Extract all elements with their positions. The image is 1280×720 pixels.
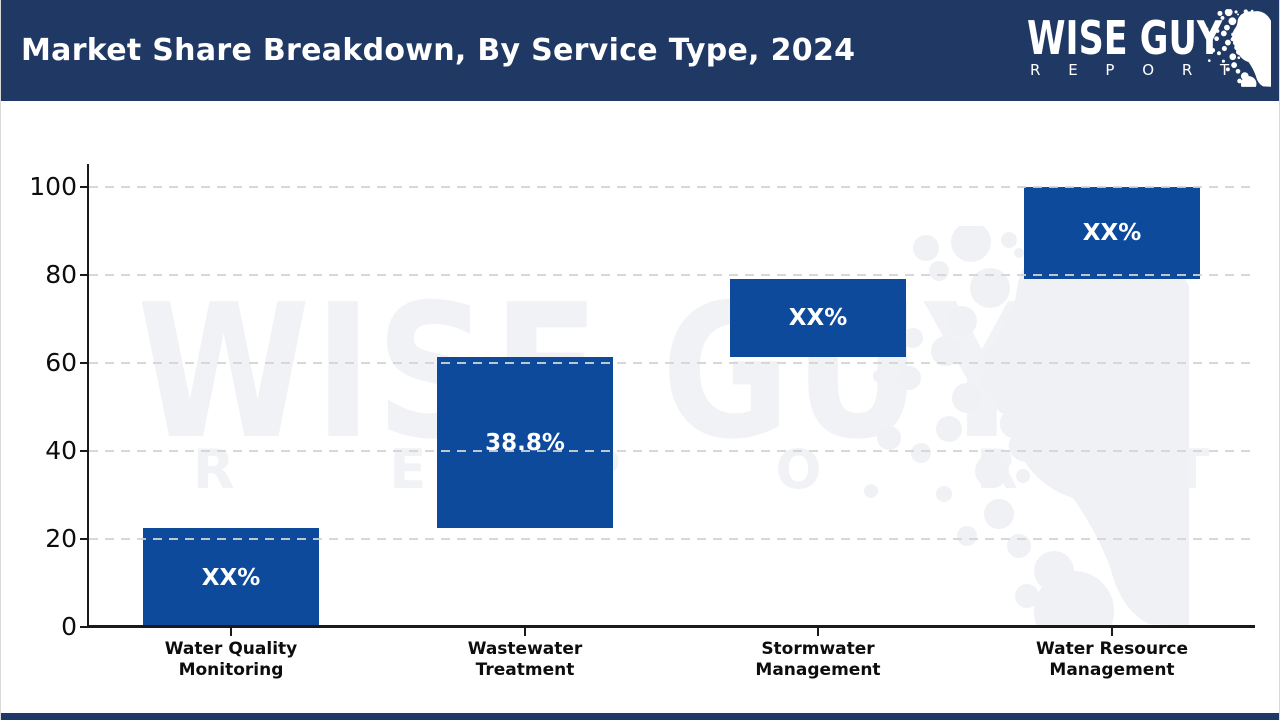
x-category-label-line: Wastewater — [467, 639, 583, 659]
x-category-label-line: Water Quality — [164, 639, 298, 659]
y-tick-mark-60 — [80, 362, 88, 364]
y-tick-label: 80 — [45, 260, 77, 289]
x-category-label-line: Monitoring — [178, 660, 284, 680]
x-category-label: Water Resource Management — [982, 639, 1242, 681]
y-tick-label: 20 — [45, 524, 77, 553]
x-category-label-line: Management — [755, 660, 881, 680]
y-tick-mark-0 — [80, 626, 88, 628]
bar-wastewater-treatment: 38.8% — [437, 357, 613, 528]
header: Market Share Breakdown, By Service Type,… — [1, 0, 1279, 101]
x-category-label-line: Management — [1049, 660, 1175, 680]
bar-value-label: XX% — [201, 564, 261, 591]
brand-tagline: R E P O R T S — [1030, 60, 1278, 79]
y-tick-label: 0 — [61, 612, 77, 641]
y-tick-mark-40 — [80, 450, 88, 452]
y-tick-mark-80 — [80, 274, 88, 276]
bar-water-quality-monitoring: XX% — [143, 528, 319, 627]
y-tick-label: 60 — [45, 348, 77, 377]
bar-value-label: XX% — [1082, 219, 1142, 246]
page-title: Market Share Breakdown, By Service Type,… — [21, 33, 856, 68]
bar-stormwater-management: XX% — [730, 278, 906, 358]
x-category-label-line: Stormwater — [761, 639, 875, 659]
y-tick-mark-20 — [80, 538, 88, 540]
y-axis-line — [87, 164, 89, 628]
x-category-label-line: Treatment — [475, 660, 575, 680]
x-tick-mark-3 — [817, 628, 819, 636]
y-tick-mark-100 — [80, 186, 88, 188]
x-category-label: Water Quality Monitoring — [101, 639, 361, 681]
bar-value-label: XX% — [788, 304, 848, 331]
x-category-label: Stormwater Management — [688, 639, 948, 681]
brand-logo: WISE GUY R E P O R T S — [1027, 9, 1271, 87]
gridline-100 — [89, 186, 1255, 188]
x-category-label-line: Water Resource — [1035, 639, 1189, 659]
gridline-80 — [89, 274, 1255, 276]
x-tick-mark-1 — [230, 628, 232, 636]
x-tick-mark-2 — [524, 628, 526, 636]
gridline-20 — [89, 538, 1255, 540]
footer-bar — [1, 713, 1279, 720]
brand-name: WISE GUY — [1027, 10, 1223, 65]
x-category-label: Wastewater Treatment — [395, 639, 655, 681]
gridline-40 — [89, 450, 1255, 452]
y-tick-label: 40 — [45, 436, 77, 465]
brand-logo-text: WISE GUY R E P O R T S — [1027, 15, 1278, 79]
x-axis-line — [87, 625, 1255, 628]
gridline-60 — [89, 362, 1255, 364]
y-tick-label: 100 — [29, 172, 77, 201]
x-tick-mark-4 — [1111, 628, 1113, 636]
bar-water-resource-management: XX% — [1024, 187, 1200, 279]
